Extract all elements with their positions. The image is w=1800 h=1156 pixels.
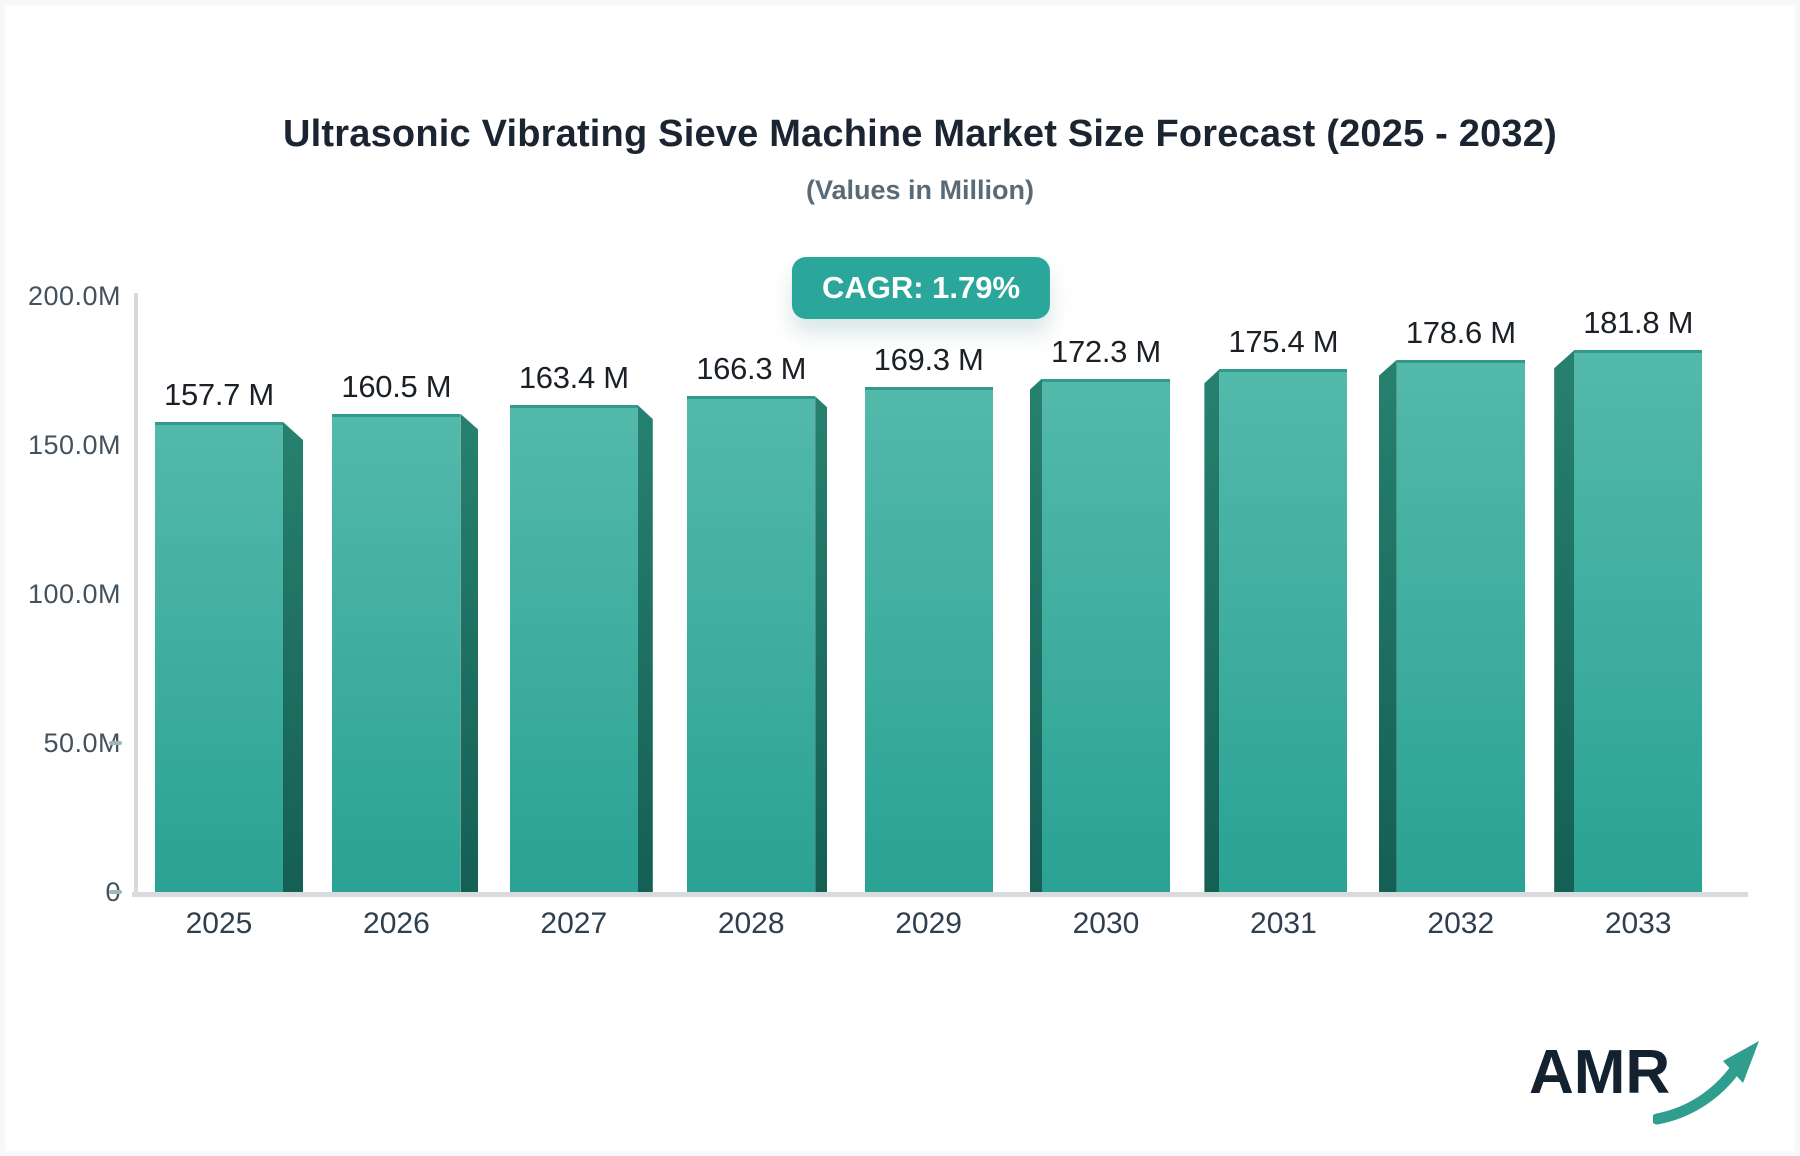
bar-side-face bbox=[1554, 350, 1575, 892]
bar-side-face bbox=[815, 396, 828, 892]
growth-arrow-icon bbox=[1653, 1041, 1759, 1125]
x-axis-label: 2032 bbox=[1427, 907, 1495, 940]
x-axis-line bbox=[132, 892, 1748, 897]
bar-value-label: 178.6 M bbox=[1405, 314, 1516, 350]
bar-side-face bbox=[637, 405, 653, 892]
bar bbox=[1574, 350, 1703, 892]
bar-value-label: 166.3 M bbox=[696, 351, 807, 387]
bar bbox=[509, 405, 638, 892]
bar bbox=[1396, 359, 1525, 892]
bar-side-face bbox=[1204, 369, 1220, 892]
y-tick-label: 0 bbox=[9, 876, 121, 908]
x-axis-label: 2031 bbox=[1250, 907, 1317, 940]
bar-value-label: 163.4 M bbox=[518, 360, 629, 396]
y-tick-label: 150.0M bbox=[27, 430, 121, 460]
bar-side-face bbox=[1030, 378, 1042, 892]
bar-side-face bbox=[1378, 359, 1397, 892]
bar bbox=[864, 387, 993, 892]
bar-value-label: 169.3 M bbox=[873, 342, 984, 378]
bar-side-face bbox=[283, 422, 303, 892]
logo-text: AMR bbox=[1529, 1038, 1671, 1107]
y-tick-dash bbox=[109, 890, 122, 894]
chart-title: Ultrasonic Vibrating Sieve Machine Marke… bbox=[283, 113, 1557, 155]
amr-logo: AMR bbox=[1529, 1037, 1769, 1137]
y-tick-label: 100.0M bbox=[27, 579, 121, 609]
x-axis-label: 2025 bbox=[185, 907, 253, 940]
x-axis-label: 2026 bbox=[363, 907, 430, 940]
y-tick-label: 50.0M bbox=[43, 728, 121, 758]
bar-side-face bbox=[460, 413, 479, 892]
y-axis-line bbox=[134, 293, 138, 897]
bar-value-label: 160.5 M bbox=[341, 368, 452, 404]
bar-value-label: 175.4 M bbox=[1228, 324, 1339, 360]
bar-value-label: 157.7 M bbox=[164, 377, 274, 413]
cagr-badge: CAGR: 1.79% bbox=[791, 257, 1051, 319]
bar bbox=[1219, 369, 1348, 892]
x-axis-label: 2030 bbox=[1072, 907, 1140, 940]
y-tick-dash bbox=[109, 741, 122, 745]
chart-subtitle: (Values in Million) bbox=[805, 175, 1035, 205]
x-axis-label: 2027 bbox=[540, 907, 608, 940]
x-axis-label: 2029 bbox=[895, 907, 962, 940]
bar bbox=[687, 396, 816, 892]
bar-value-label: 172.3 M bbox=[1051, 333, 1161, 369]
bar bbox=[332, 413, 461, 892]
x-axis-label: 2033 bbox=[1604, 907, 1672, 940]
bar bbox=[1042, 378, 1170, 892]
bar bbox=[155, 422, 283, 892]
bar-value-label: 181.8 M bbox=[1583, 305, 1694, 341]
y-tick-label: 200.0M bbox=[27, 281, 121, 311]
x-axis-label: 2028 bbox=[717, 907, 785, 940]
